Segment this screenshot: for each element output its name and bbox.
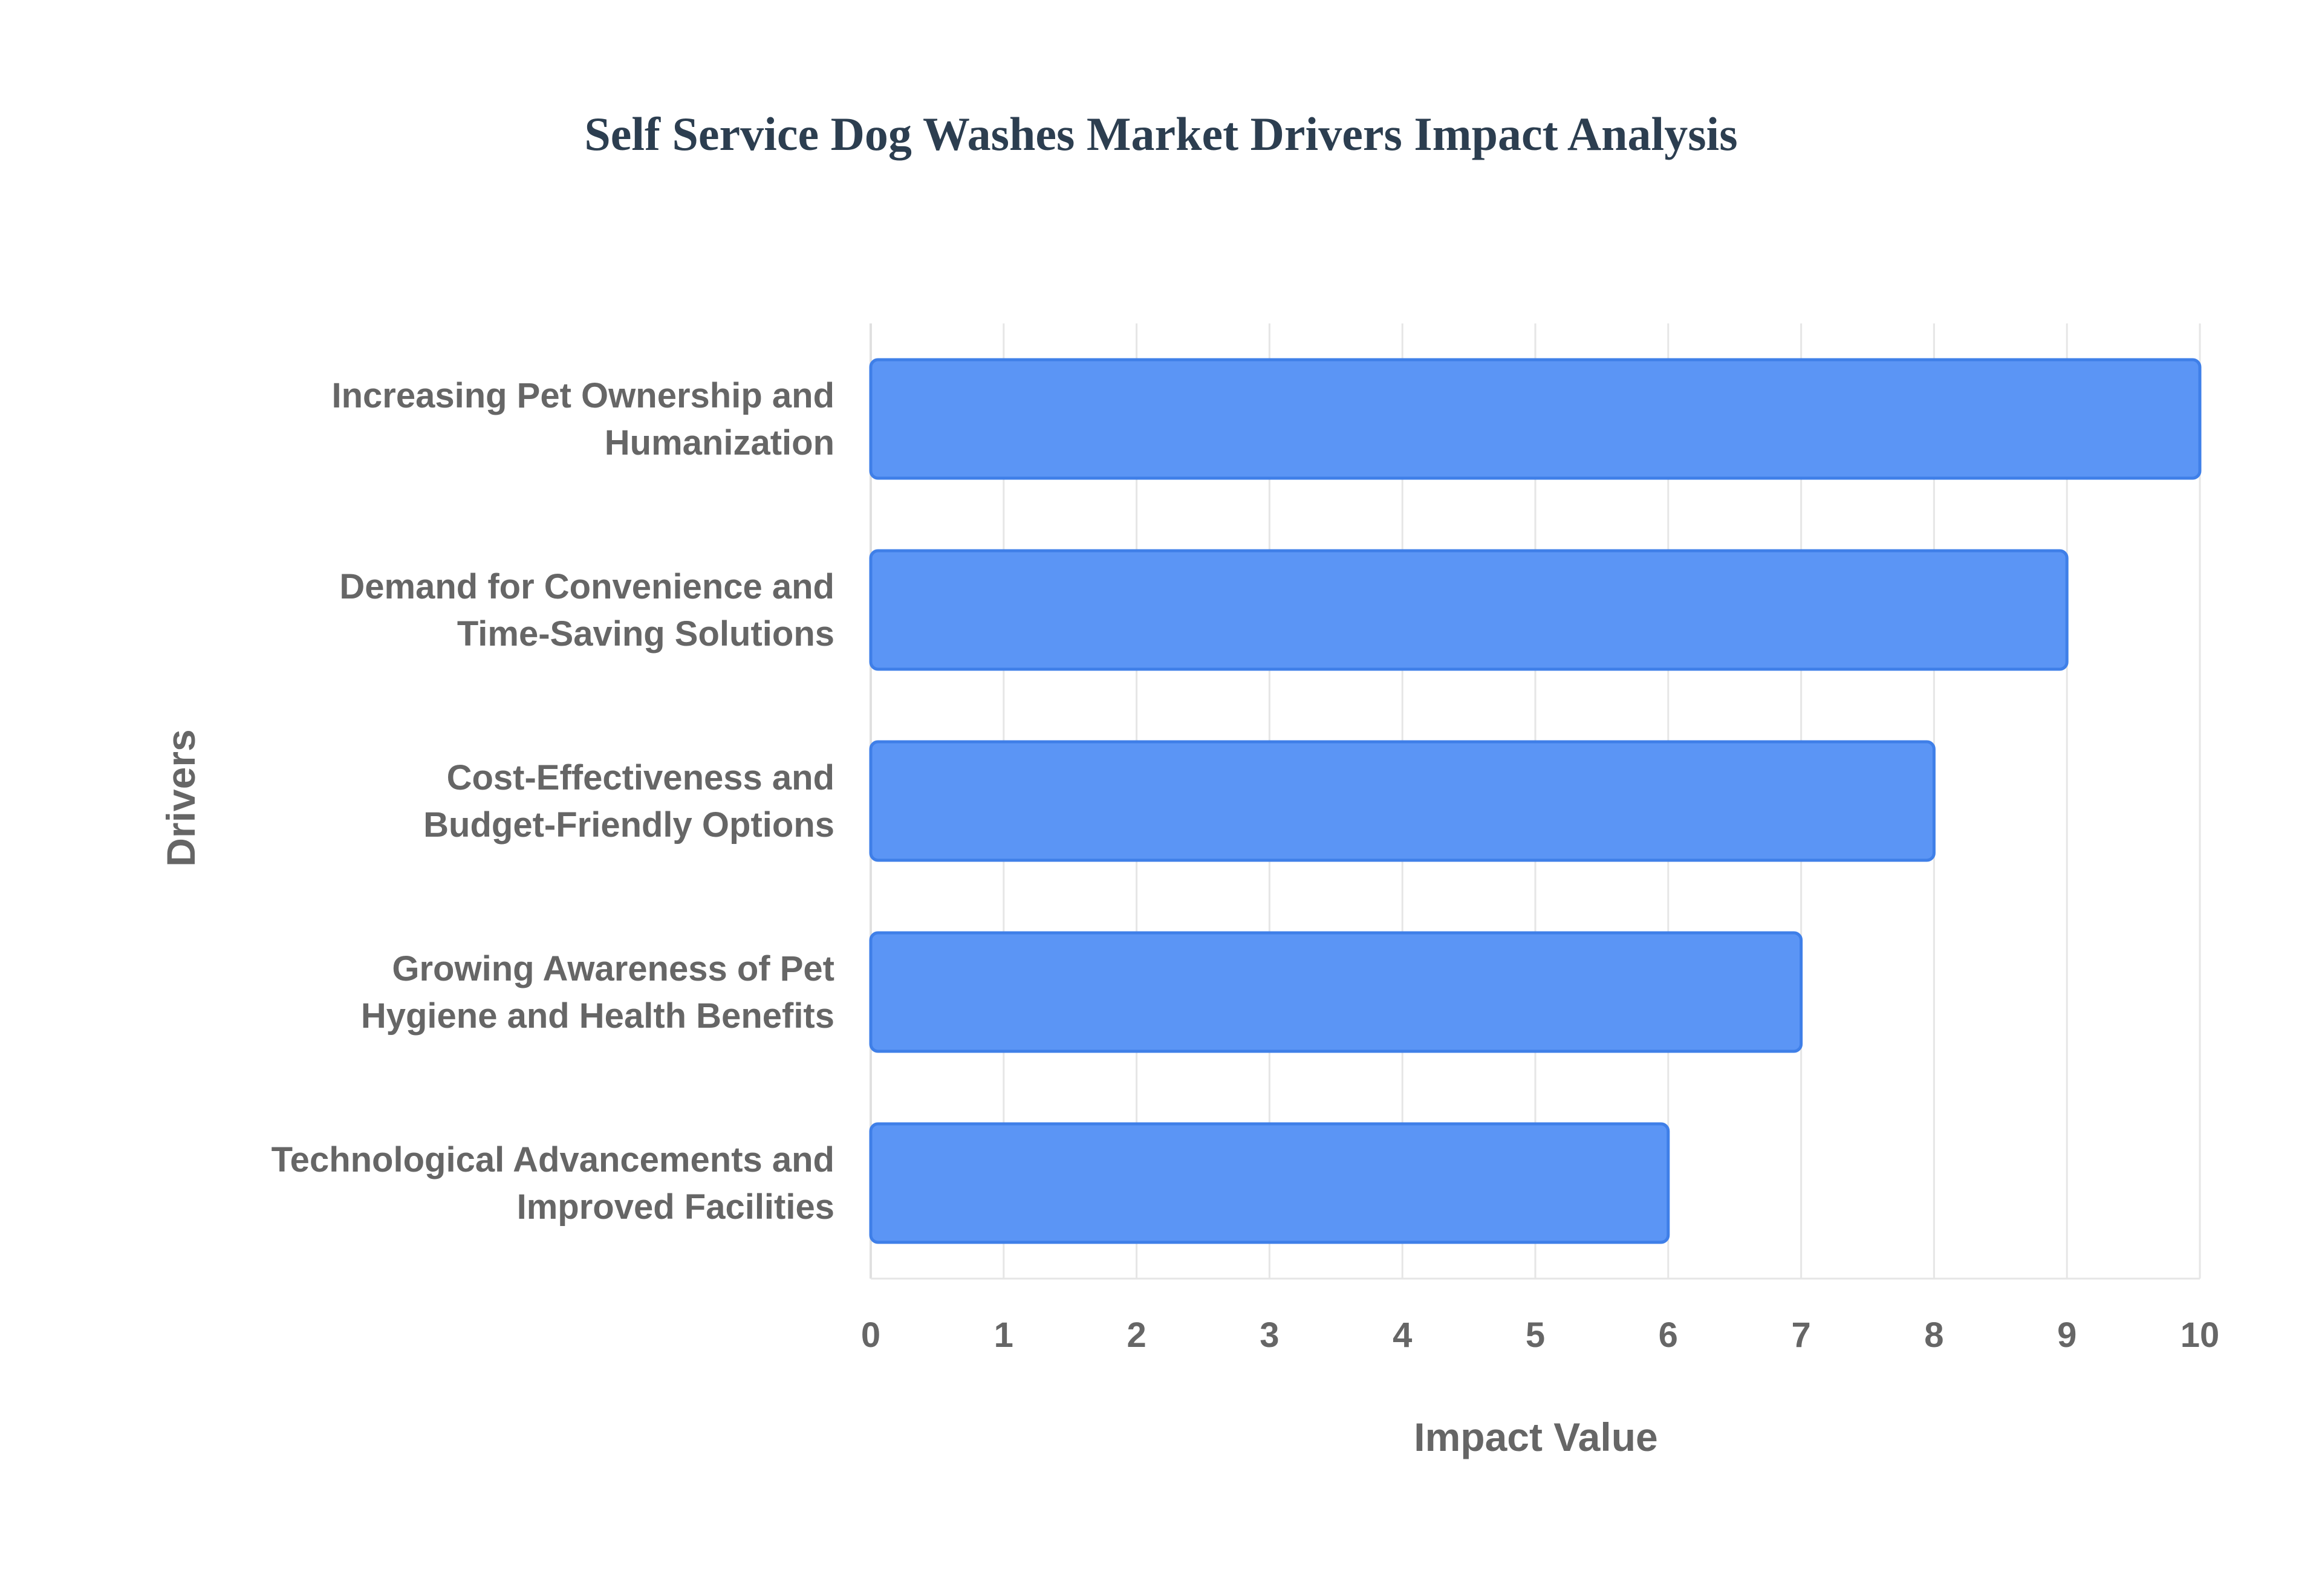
category-label: Growing Awareness of Pet Hygiene and Heal… xyxy=(361,949,834,1036)
y-axis-title: Drivers xyxy=(158,729,203,867)
x-tick-label: 9 xyxy=(2057,1315,2076,1355)
x-tick-label: 3 xyxy=(1260,1315,1279,1355)
chart-title: Self Service Dog Washes Market Drivers I… xyxy=(584,108,1737,160)
bar xyxy=(869,549,2069,671)
bar xyxy=(869,358,2202,480)
x-tick-label: 4 xyxy=(1393,1315,1412,1355)
category-label: Cost-Effectiveness and Budget-Friendly Op… xyxy=(423,758,834,845)
x-tick-label: 10 xyxy=(2181,1315,2220,1355)
x-tick-label: 6 xyxy=(1659,1315,1678,1355)
x-tick-label: 2 xyxy=(1127,1315,1146,1355)
category-label: Technological Advancements and Improved F… xyxy=(272,1140,834,1227)
bar xyxy=(869,740,1936,862)
bar xyxy=(869,931,1803,1053)
x-tick-label: 7 xyxy=(1791,1315,1810,1355)
x-tick-label: 8 xyxy=(1924,1315,1943,1355)
bars xyxy=(869,358,2202,1244)
x-axis-title: Impact Value xyxy=(1414,1415,1658,1459)
bar xyxy=(869,1122,1670,1244)
x-tick-label: 5 xyxy=(1526,1315,1545,1355)
category-label: Demand for Convenience and Time-Saving So… xyxy=(339,567,834,654)
category-label: Increasing Pet Ownership and Humanization xyxy=(331,376,834,462)
x-tick-labels: 0 1 2 3 4 5 6 7 8 9 10 xyxy=(861,1315,2219,1355)
category-labels: Increasing Pet Ownership and Humanization… xyxy=(272,376,834,1227)
x-tick-label: 1 xyxy=(994,1315,1013,1355)
x-tick-label: 0 xyxy=(861,1315,880,1355)
